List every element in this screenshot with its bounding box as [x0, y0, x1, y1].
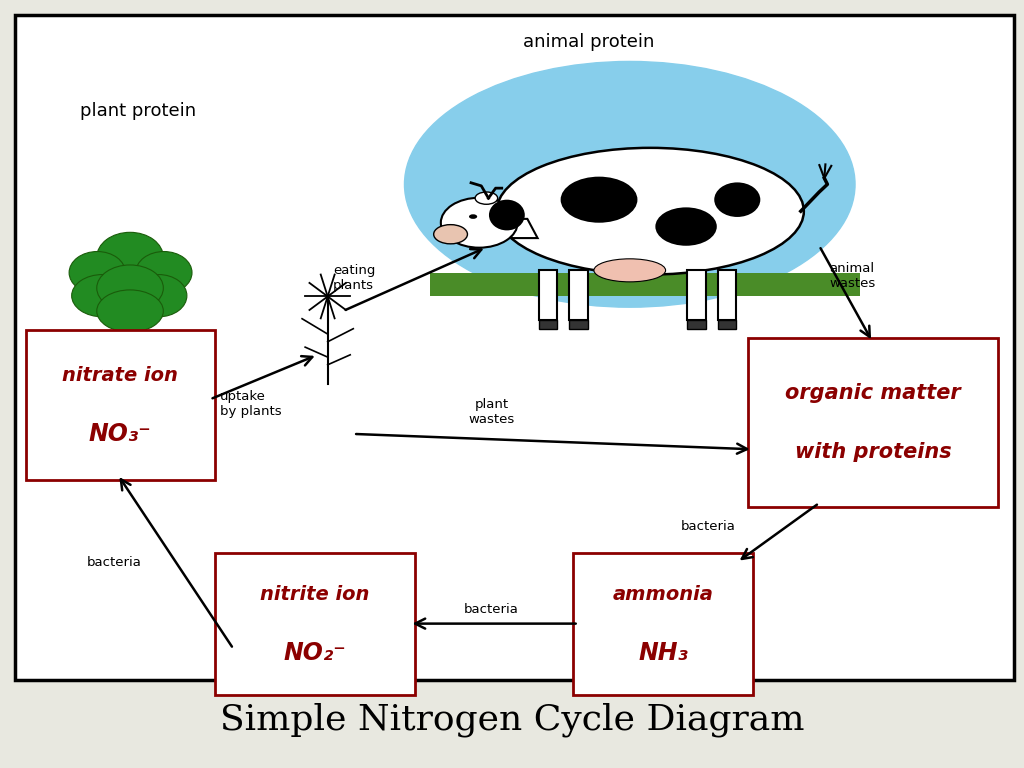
- Text: bacteria: bacteria: [87, 556, 142, 568]
- Text: plant
wastes: plant wastes: [468, 399, 515, 426]
- FancyBboxPatch shape: [718, 320, 736, 329]
- Ellipse shape: [441, 198, 518, 248]
- Ellipse shape: [135, 252, 193, 294]
- Text: Simple Nitrogen Cycle Diagram: Simple Nitrogen Cycle Diagram: [220, 703, 804, 737]
- Text: with proteins: with proteins: [795, 442, 951, 462]
- Text: animal
wastes: animal wastes: [829, 263, 876, 290]
- Ellipse shape: [70, 252, 125, 294]
- Ellipse shape: [404, 61, 855, 307]
- Ellipse shape: [497, 148, 804, 275]
- Text: animal protein: animal protein: [523, 33, 654, 51]
- Ellipse shape: [434, 224, 467, 244]
- Ellipse shape: [469, 214, 477, 219]
- Text: eating
plants: eating plants: [333, 264, 375, 292]
- Ellipse shape: [475, 192, 498, 204]
- Text: plant protein: plant protein: [80, 102, 197, 121]
- FancyBboxPatch shape: [718, 270, 736, 320]
- Ellipse shape: [131, 274, 186, 317]
- FancyBboxPatch shape: [539, 320, 557, 329]
- Text: organic matter: organic matter: [785, 383, 961, 403]
- Text: NO₃⁻: NO₃⁻: [89, 422, 152, 446]
- FancyBboxPatch shape: [569, 320, 588, 329]
- Ellipse shape: [96, 265, 164, 311]
- Ellipse shape: [594, 259, 666, 282]
- Text: nitrite ion: nitrite ion: [260, 585, 370, 604]
- FancyBboxPatch shape: [15, 15, 1014, 680]
- Ellipse shape: [561, 177, 637, 223]
- Ellipse shape: [655, 207, 717, 246]
- Text: nitrate ion: nitrate ion: [62, 366, 178, 386]
- FancyBboxPatch shape: [121, 300, 139, 353]
- Ellipse shape: [96, 290, 164, 333]
- FancyBboxPatch shape: [687, 270, 706, 320]
- FancyBboxPatch shape: [687, 320, 706, 329]
- Text: bacteria: bacteria: [464, 603, 519, 616]
- Text: NO₂⁻: NO₂⁻: [284, 641, 346, 665]
- FancyBboxPatch shape: [539, 270, 557, 320]
- Text: ammonia: ammonia: [612, 585, 714, 604]
- Ellipse shape: [96, 232, 164, 282]
- FancyBboxPatch shape: [569, 270, 588, 320]
- Polygon shape: [502, 219, 538, 238]
- Polygon shape: [430, 273, 860, 296]
- FancyBboxPatch shape: [215, 553, 415, 695]
- FancyBboxPatch shape: [573, 553, 753, 695]
- Ellipse shape: [489, 200, 524, 230]
- Ellipse shape: [72, 274, 133, 317]
- Text: bacteria: bacteria: [680, 520, 735, 532]
- Text: NH₃: NH₃: [638, 641, 688, 665]
- FancyBboxPatch shape: [748, 338, 998, 507]
- Ellipse shape: [714, 183, 760, 217]
- FancyBboxPatch shape: [26, 330, 215, 480]
- Text: uptake
by plants: uptake by plants: [220, 390, 282, 418]
